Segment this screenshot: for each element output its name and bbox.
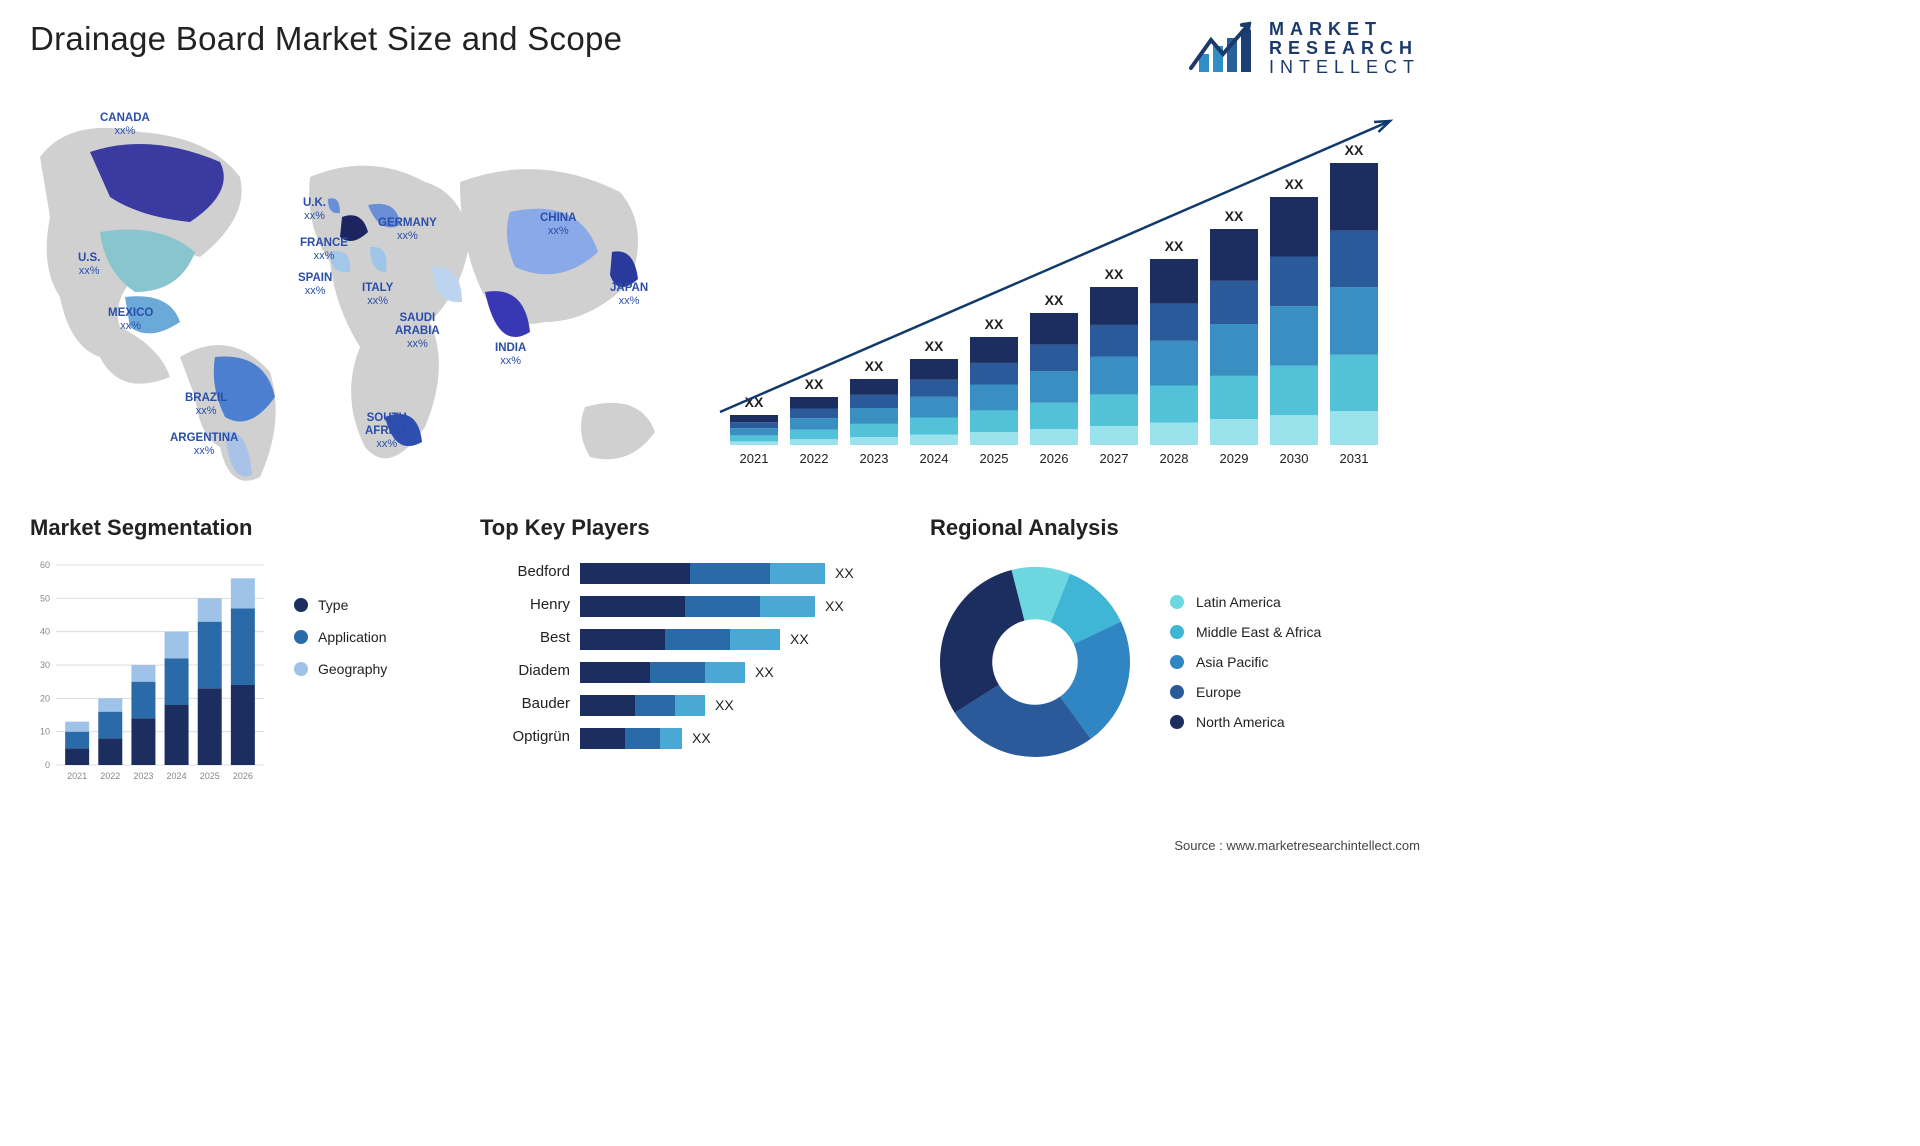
svg-text:XX: XX	[1105, 266, 1124, 282]
map-label: CHINAxx%	[540, 212, 576, 238]
svg-text:2023: 2023	[860, 451, 889, 466]
map-label: U.S.xx%	[78, 252, 100, 278]
svg-text:2030: 2030	[1280, 451, 1309, 466]
players-panel: Top Key Players Bedford Henry Best Diadem Ba…	[480, 515, 900, 787]
svg-text:2026: 2026	[233, 771, 253, 781]
svg-text:2026: 2026	[1040, 451, 1069, 466]
svg-text:XX: XX	[1285, 176, 1304, 192]
svg-text:50: 50	[40, 593, 50, 603]
svg-text:20: 20	[40, 693, 50, 703]
legend-item: Application	[294, 629, 387, 645]
svg-text:2022: 2022	[800, 451, 829, 466]
svg-text:2027: 2027	[1100, 451, 1129, 466]
svg-text:2021: 2021	[67, 771, 87, 781]
regional-panel: Regional Analysis Latin America Middle Ea…	[930, 515, 1420, 787]
legend-item: Asia Pacific	[1170, 654, 1321, 670]
svg-text:40: 40	[40, 626, 50, 636]
svg-text:2025: 2025	[980, 451, 1009, 466]
svg-text:2024: 2024	[920, 451, 949, 466]
logo-bars-icon	[1189, 20, 1259, 76]
svg-text:2029: 2029	[1220, 451, 1249, 466]
world-map	[30, 97, 670, 497]
svg-text:XX: XX	[1165, 238, 1184, 254]
svg-text:2022: 2022	[100, 771, 120, 781]
map-label: ITALYxx%	[362, 282, 393, 308]
svg-text:XX: XX	[865, 358, 884, 374]
regional-legend: Latin America Middle East & Africa Asia Pa…	[1170, 594, 1321, 730]
segmentation-legend: Type Application Geography	[294, 557, 387, 787]
player-label: Best	[540, 629, 570, 650]
map-label: CANADAxx%	[100, 112, 150, 138]
player-bar-row: XX	[580, 629, 900, 650]
map-label: SAUDIARABIAxx%	[395, 312, 440, 352]
legend-item: Europe	[1170, 684, 1321, 700]
world-map-panel: CANADAxx% U.S.xx% MEXICOxx% BRAZILxx% ARGENT…	[30, 97, 670, 497]
player-value: XX	[790, 631, 809, 647]
player-label: Henry	[530, 596, 570, 617]
map-label: U.K.xx%	[303, 197, 326, 223]
svg-text:2024: 2024	[167, 771, 187, 781]
player-bar-row: XX	[580, 596, 900, 617]
player-label: Optigrün	[512, 728, 570, 749]
brand-logo: MARKET RESEARCH INTELLECT	[1189, 20, 1420, 77]
map-label: SPAINxx%	[298, 272, 332, 298]
growth-chart: XX 2021 XX 2022 XX 2023 XX 2024 XX 2025 XX 2026 XX 20…	[710, 107, 1420, 487]
segmentation-title: Market Segmentation	[30, 515, 450, 541]
legend-item: Geography	[294, 661, 387, 677]
player-value: XX	[825, 598, 844, 614]
player-label: Diadem	[518, 662, 570, 683]
players-bars: XX XX XX XX XX XX	[580, 557, 900, 749]
player-bar-row: XX	[580, 563, 900, 584]
players-title: Top Key Players	[480, 515, 900, 541]
map-label: GERMANYxx%	[378, 217, 437, 243]
map-label: BRAZILxx%	[185, 392, 227, 418]
map-label: SOUTHAFRICAxx%	[365, 412, 408, 452]
svg-text:2031: 2031	[1340, 451, 1369, 466]
player-bar-row: XX	[580, 695, 900, 716]
svg-text:XX: XX	[1045, 292, 1064, 308]
player-label: Bauder	[522, 695, 570, 716]
svg-text:0: 0	[45, 760, 50, 770]
svg-text:60: 60	[40, 560, 50, 570]
player-value: XX	[715, 697, 734, 713]
svg-text:XX: XX	[805, 376, 824, 392]
svg-text:10: 10	[40, 726, 50, 736]
page-title: Drainage Board Market Size and Scope	[30, 20, 622, 58]
svg-text:2023: 2023	[133, 771, 153, 781]
svg-text:XX: XX	[925, 338, 944, 354]
map-label: INDIAxx%	[495, 342, 526, 368]
player-value: XX	[755, 664, 774, 680]
legend-item: Type	[294, 597, 387, 613]
legend-item: North America	[1170, 714, 1321, 730]
players-labels: Bedford Henry Best Diadem Bauder Optigrün	[480, 557, 570, 749]
legend-item: Middle East & Africa	[1170, 624, 1321, 640]
legend-item: Latin America	[1170, 594, 1321, 610]
svg-text:30: 30	[40, 660, 50, 670]
segmentation-panel: Market Segmentation 0 10 20 30 40 50 60 2021 202…	[30, 515, 450, 787]
map-label: FRANCExx%	[300, 237, 348, 263]
player-bar-row: XX	[580, 662, 900, 683]
logo-text: MARKET RESEARCH INTELLECT	[1269, 20, 1420, 77]
regional-donut	[930, 557, 1140, 767]
source-citation: Source : www.marketresearchintellect.com	[1174, 838, 1420, 853]
regional-title: Regional Analysis	[930, 515, 1420, 541]
svg-text:XX: XX	[1345, 142, 1364, 158]
svg-text:2025: 2025	[200, 771, 220, 781]
svg-text:XX: XX	[985, 316, 1004, 332]
map-label: JAPANxx%	[610, 282, 648, 308]
svg-text:2021: 2021	[740, 451, 769, 466]
svg-text:2028: 2028	[1160, 451, 1189, 466]
map-label: ARGENTINAxx%	[170, 432, 238, 458]
player-value: XX	[835, 565, 854, 581]
svg-text:XX: XX	[1225, 208, 1244, 224]
player-value: XX	[692, 730, 711, 746]
player-bar-row: XX	[580, 728, 900, 749]
player-label: Bedford	[517, 563, 570, 584]
map-label: MEXICOxx%	[108, 307, 153, 333]
